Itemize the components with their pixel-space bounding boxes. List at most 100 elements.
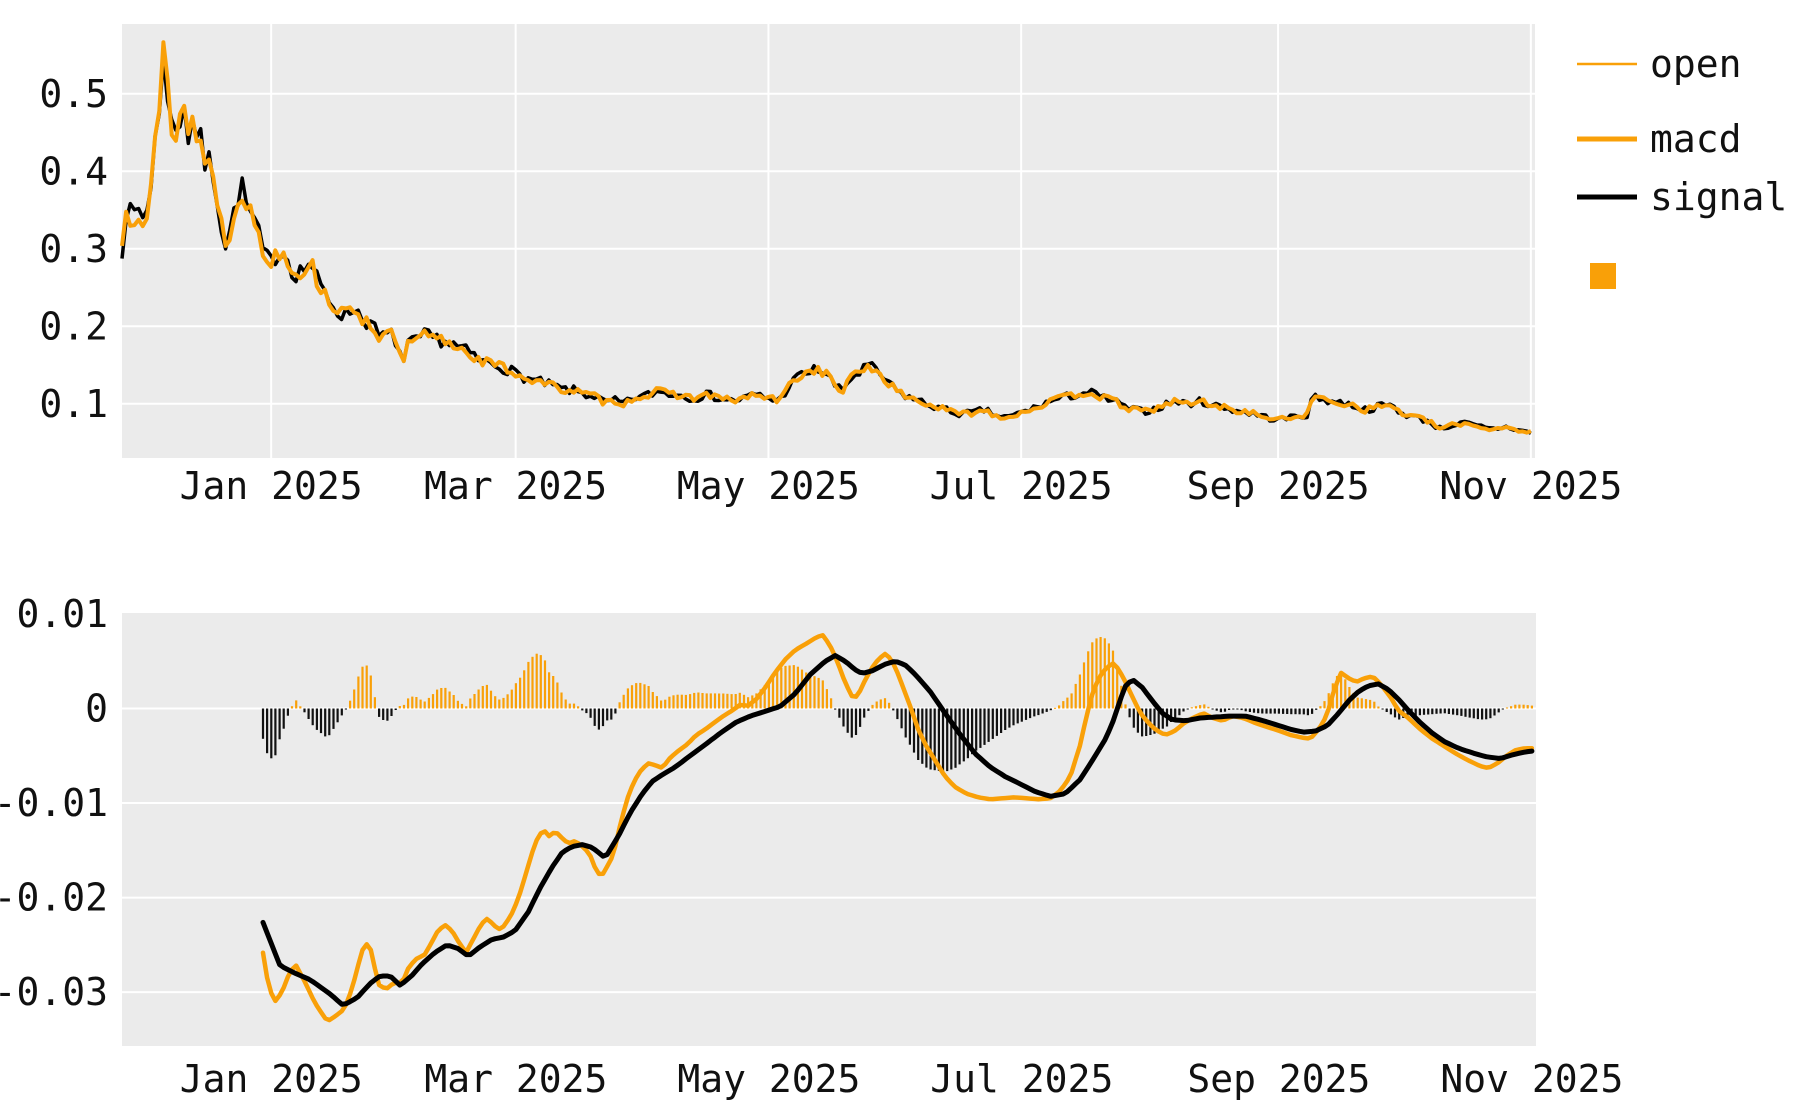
histogram-bar [411,696,414,709]
signal-line [260,653,1535,1007]
histogram-bar [1414,708,1417,716]
histogram-bar [539,655,542,709]
histogram-bar [531,656,534,709]
histogram-bar [668,696,671,709]
histogram-bar [1199,705,1202,709]
histogram-bar [390,708,393,716]
histogram-bar [552,676,555,709]
histogram-bar [452,695,455,709]
histogram-bar [1398,708,1401,720]
histogram-bar [1161,708,1164,729]
histogram-bar [776,670,779,709]
histogram-bar [519,677,522,709]
histogram-bar [1452,708,1455,715]
histogram-bar [805,672,808,709]
histogram-bar [651,692,654,709]
histogram-bar [742,694,746,709]
histogram-bar [892,708,895,711]
histogram-bar [1472,708,1475,719]
histogram-bar [834,708,837,710]
histogram-bar [1236,708,1239,710]
histogram-bar [630,685,634,709]
histogram-bar [941,708,945,772]
histogram-bar [883,698,887,709]
histogram-bar [1203,704,1206,709]
histogram-bar [286,708,289,716]
histogram-bar [1481,708,1484,720]
macd-panel-background [122,613,1536,1046]
histogram-bar [1323,701,1326,709]
histogram-bar [535,653,538,709]
histogram-bar [349,700,352,709]
histogram-bar [1128,708,1131,718]
x-tick-label: Sep 2025 [1187,1057,1370,1100]
histogram-bar [1352,692,1355,709]
histogram-bar [610,708,613,720]
histogram-bar [295,700,298,709]
histogram-bar [1045,708,1048,712]
histogram-bar [577,706,580,709]
histogram-bar [983,708,986,745]
histogram-bar [299,706,302,709]
histogram-bar [1269,708,1272,714]
histogram-bar [759,689,762,709]
histogram-bar [1282,708,1285,714]
histogram-bar [854,708,858,735]
histogram-bar [614,708,617,714]
histogram-bar [1526,705,1529,709]
histogram-bar [440,688,443,709]
histogram-bar [307,708,310,719]
histogram-bar [1049,708,1052,711]
histogram-bar [618,702,621,709]
histogram-bar [896,708,899,720]
histogram-bar [311,708,314,726]
legend-square-marker [1590,263,1616,289]
histogram-bar [427,697,430,709]
histogram-bar [937,708,940,771]
x-tick-label: Jul 2025 [930,464,1113,508]
histogram-bar [879,699,882,709]
histogram-bar [1174,708,1177,719]
histogram-bar [1066,697,1069,709]
histogram-bar [1012,708,1015,726]
histogram-bar [635,683,638,709]
histogram-bar [1008,708,1011,728]
histogram-bar [1261,708,1264,714]
legend-label: signal [1650,175,1787,219]
y-tick-label: 0.1 [39,382,108,426]
histogram-bar [718,693,721,709]
histogram-bar [689,694,692,709]
histogram-bar [419,699,422,709]
histogram-bar [415,697,418,709]
histogram-bar [813,676,816,709]
histogram-bar [1294,708,1297,715]
histogram-bar [1107,643,1110,709]
histogram-bar [1456,708,1459,716]
x-tick-label: Nov 2025 [1439,464,1622,508]
histogram-bar [1393,708,1397,718]
histogram-bar [1037,708,1040,716]
histogram-bar [1232,708,1235,710]
histogram-bar [1252,708,1256,713]
histogram-bar [344,708,347,710]
histogram-bar [336,708,339,723]
histogram-bar [473,694,476,709]
histogram-bar [701,693,704,709]
histogram-bar [875,701,878,709]
histogram-bar [510,689,513,709]
histogram-bar [655,696,658,709]
histogram-bar [431,694,435,709]
histogram-bar [543,660,547,709]
histogram-bar [859,708,862,727]
histogram-bar [966,708,969,759]
histogram-bar [838,708,841,718]
histogram-bar [771,675,775,709]
price-gridlines [122,24,1535,458]
histogram-bar [730,694,733,709]
histogram-bar [290,706,294,709]
histogram-bar [1418,708,1421,716]
histogram-bar [485,684,488,709]
histogram-bar [1485,708,1488,720]
